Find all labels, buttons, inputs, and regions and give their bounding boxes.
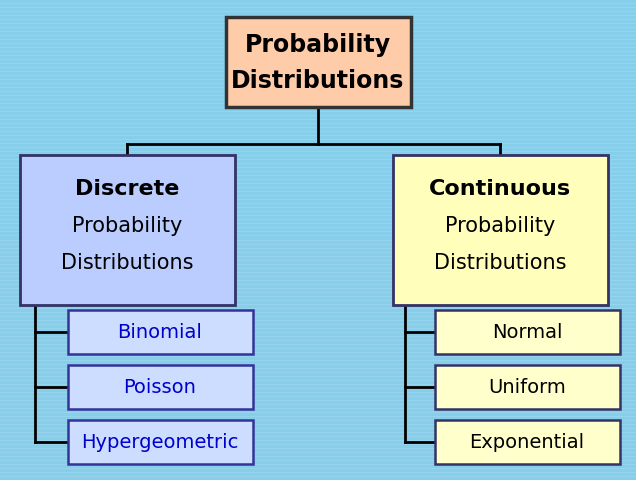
FancyBboxPatch shape bbox=[434, 420, 619, 464]
FancyBboxPatch shape bbox=[67, 420, 252, 464]
Text: Probability: Probability bbox=[245, 33, 391, 57]
Text: Distributions: Distributions bbox=[61, 252, 193, 273]
FancyBboxPatch shape bbox=[67, 311, 252, 354]
FancyBboxPatch shape bbox=[434, 311, 619, 354]
FancyBboxPatch shape bbox=[434, 365, 619, 409]
FancyBboxPatch shape bbox=[67, 365, 252, 409]
Text: Exponential: Exponential bbox=[469, 432, 584, 452]
Text: Probability: Probability bbox=[72, 216, 182, 236]
FancyBboxPatch shape bbox=[392, 156, 607, 305]
Text: Hypergeometric: Hypergeometric bbox=[81, 432, 238, 452]
Text: Probability: Probability bbox=[445, 216, 555, 236]
Text: Discrete: Discrete bbox=[75, 179, 179, 199]
Text: Continuous: Continuous bbox=[429, 179, 571, 199]
Text: Distributions: Distributions bbox=[232, 69, 404, 93]
Text: Binomial: Binomial bbox=[118, 323, 202, 342]
Text: Distributions: Distributions bbox=[434, 252, 566, 273]
Text: Poisson: Poisson bbox=[123, 378, 197, 396]
FancyBboxPatch shape bbox=[20, 156, 235, 305]
Text: Uniform: Uniform bbox=[488, 378, 566, 396]
Text: Normal: Normal bbox=[492, 323, 562, 342]
FancyBboxPatch shape bbox=[226, 18, 410, 108]
